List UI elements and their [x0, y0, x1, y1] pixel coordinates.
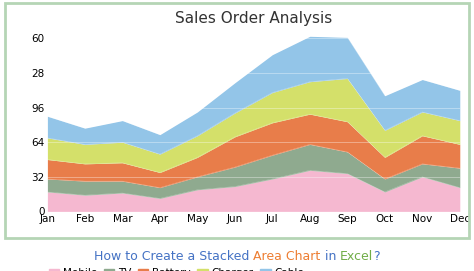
Text: Area Chart: Area Chart — [254, 250, 321, 263]
Text: How to Create a Stacked: How to Create a Stacked — [94, 250, 254, 263]
Text: Excel: Excel — [340, 250, 374, 263]
Title: Sales Order Analysis: Sales Order Analysis — [175, 11, 332, 26]
Text: ?: ? — [374, 250, 380, 263]
Legend: Mobile, TV, Battery, Charger, Cable: Mobile, TV, Battery, Charger, Cable — [45, 264, 309, 271]
Text: in: in — [321, 250, 340, 263]
